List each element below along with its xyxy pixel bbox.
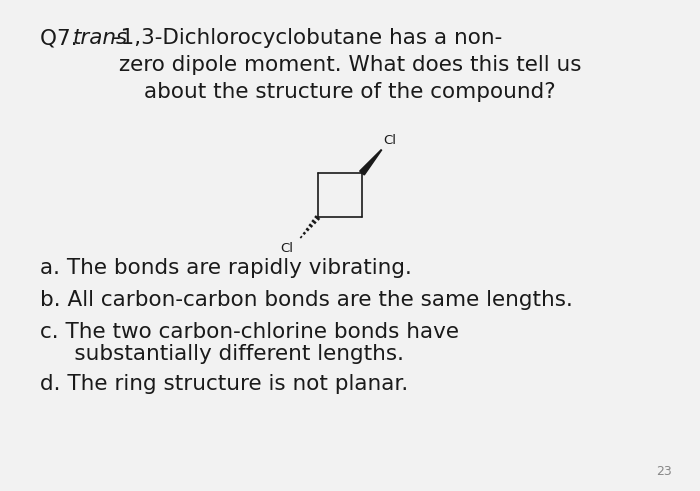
Text: a. The bonds are rapidly vibrating.: a. The bonds are rapidly vibrating.: [40, 258, 412, 278]
Text: Cl: Cl: [384, 134, 396, 147]
Text: b. All carbon-carbon bonds are the same lengths.: b. All carbon-carbon bonds are the same …: [40, 290, 573, 310]
Text: d. The ring structure is not planar.: d. The ring structure is not planar.: [40, 374, 408, 394]
Text: about the structure of the compound?: about the structure of the compound?: [144, 82, 556, 102]
Text: Cl: Cl: [281, 242, 294, 255]
Text: c. The two carbon-chlorine bonds have: c. The two carbon-chlorine bonds have: [40, 322, 459, 342]
Text: zero dipole moment. What does this tell us: zero dipole moment. What does this tell …: [119, 55, 581, 75]
Text: Q7.: Q7.: [40, 28, 85, 48]
Text: substantially different lengths.: substantially different lengths.: [40, 344, 404, 364]
Text: 23: 23: [657, 465, 672, 478]
Text: trans: trans: [73, 28, 128, 48]
Text: -1,3-Dichlorocyclobutane has a non-: -1,3-Dichlorocyclobutane has a non-: [113, 28, 503, 48]
Polygon shape: [360, 150, 382, 175]
